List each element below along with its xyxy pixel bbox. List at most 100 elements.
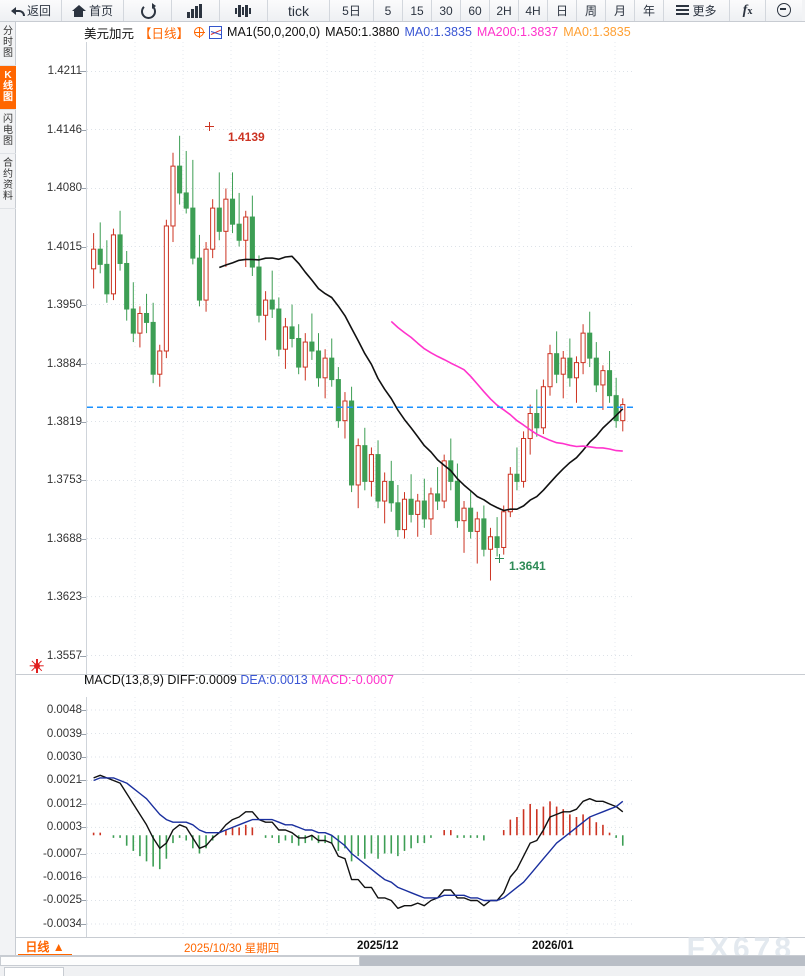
macd-axis-tick-6	[80, 853, 86, 855]
candle	[236, 223, 242, 241]
candle	[282, 326, 288, 350]
macd-axis-tick-5	[80, 827, 86, 829]
candle	[554, 353, 560, 375]
price-plot-area[interactable]	[86, 42, 635, 685]
macd-title: MACD(13,8,9)	[84, 673, 164, 687]
candle	[349, 400, 355, 486]
candle	[487, 536, 494, 550]
low-annotation-value: 1.3641	[509, 559, 546, 573]
tab-month[interactable]: 月	[606, 0, 635, 21]
refresh-button[interactable]	[124, 0, 172, 21]
candle	[435, 493, 441, 502]
bar-chart-button[interactable]	[172, 0, 220, 21]
date-label-current: 2025/10/30 星期四	[184, 943, 280, 955]
candle	[382, 480, 388, 502]
macd-plot-area[interactable]	[86, 697, 635, 937]
zoom-out-button[interactable]	[766, 0, 802, 21]
candle	[335, 379, 341, 422]
function-button[interactable]: fx	[730, 0, 766, 21]
price-axis-tick-label-0: 1.4211	[47, 65, 82, 78]
candle	[183, 192, 189, 209]
candle	[527, 413, 533, 440]
candle	[309, 341, 315, 352]
tab-day[interactable]: 日	[548, 0, 577, 21]
tab-week[interactable]: 周	[577, 0, 606, 21]
price-axis-tick-label-8: 1.3688	[46, 532, 82, 545]
tab-h2[interactable]: 2H	[490, 0, 519, 21]
candle	[124, 262, 130, 310]
top-toolbar: 返回 首页 tick 5日	[0, 0, 805, 22]
candle	[269, 299, 275, 310]
macd-axis-tick-2	[80, 757, 86, 758]
candle	[514, 473, 520, 482]
high-annotation: 1.4139	[228, 130, 265, 144]
back-button-label: 返回	[26, 3, 51, 18]
tab-5day[interactable]: 5日	[330, 0, 374, 21]
candle	[593, 357, 599, 386]
candle	[263, 299, 269, 316]
back-button[interactable]: 返回	[0, 0, 62, 21]
candle	[170, 165, 176, 227]
candle	[600, 370, 606, 386]
candle	[547, 353, 553, 388]
status-corner-box	[4, 967, 64, 976]
macd-axis-tick-label-3: 0.0021	[46, 774, 82, 787]
date-label-1: 2025/12	[357, 940, 399, 952]
candle	[322, 357, 328, 379]
candle	[210, 207, 216, 250]
tab-day-label: 日	[555, 3, 568, 18]
high-annotation-value: 1.4139	[228, 130, 265, 144]
symbol-name: 美元加元	[84, 26, 135, 41]
candle	[401, 498, 408, 531]
tab-m15[interactable]: 15	[403, 0, 432, 21]
candle	[342, 400, 348, 422]
candle	[388, 480, 394, 504]
macd-chart-panel[interactable]: MACD(13,8,9) DIFF:0.0009 DEA:0.0013 MACD…	[16, 659, 805, 937]
candle	[296, 337, 302, 368]
home-button[interactable]: 首页	[62, 0, 124, 21]
candle	[507, 473, 513, 513]
price-chart-panel[interactable]: 1.4211 1.4146 1.4080 1.4015 1.3950 1.3884 1.38…	[16, 42, 805, 685]
symbol-period: 【日线】	[139, 26, 190, 41]
sidebar-item-timeshare[interactable]: 分时图	[0, 22, 16, 66]
crosshair-icon[interactable]	[194, 27, 206, 38]
low-marker-icon	[495, 554, 504, 563]
chart-header: 美元加元 【日线】 MA1(50,0,200,0) MA50:1.3880 MA…	[16, 22, 805, 42]
sidebar-item-contract-info[interactable]: 合约资料	[0, 154, 16, 209]
tab-tick[interactable]: tick	[268, 0, 330, 21]
candle	[362, 445, 368, 482]
candle	[468, 507, 474, 532]
sidebar-item-kline[interactable]: K线图	[0, 66, 16, 110]
price-axis-tick-4	[80, 304, 86, 306]
price-y-axis: 1.4211 1.4146 1.4080 1.4015 1.3950 1.3884 1.38…	[16, 42, 86, 685]
tab-year[interactable]: 年	[635, 0, 664, 21]
ma0-value: MA0:1.3835	[404, 25, 472, 39]
tab-m30[interactable]: 30	[432, 0, 461, 21]
macd-axis-tick-label-5: 0.0003	[46, 821, 82, 834]
horizontal-scrollbar[interactable]	[0, 955, 805, 976]
more-button[interactable]: 更多	[664, 0, 730, 21]
tab-h4[interactable]: 4H	[519, 0, 548, 21]
function-icon: fx	[742, 2, 753, 18]
candle	[157, 350, 163, 375]
candle	[223, 198, 229, 232]
candle	[302, 341, 308, 368]
period-tag[interactable]: 日线 ▲	[18, 939, 72, 956]
ma-indicator-icon[interactable]	[209, 25, 223, 39]
candlestick-button[interactable]	[220, 0, 268, 21]
tab-m5[interactable]: 5	[374, 0, 403, 21]
price-axis-tick-label-9: 1.3623	[46, 590, 82, 603]
candle	[620, 404, 626, 422]
sun-icon[interactable]	[29, 659, 44, 673]
date-axis: 日线 ▲ 2025/10/30 星期四 2025/12 2026/01	[16, 937, 805, 957]
candle	[203, 248, 209, 301]
home-button-label: 首页	[88, 3, 113, 18]
ma-formula-label: MA1(50,0,200,0)	[227, 25, 321, 39]
scrollbar-thumb[interactable]	[0, 956, 360, 966]
candle	[249, 216, 255, 268]
tab-m60[interactable]: 60	[461, 0, 490, 21]
tab-m60-label: 60	[468, 3, 482, 18]
price-axis-tick-label-3: 1.4015	[46, 240, 82, 253]
scrollbar-track[interactable]	[360, 956, 805, 966]
sidebar-item-lightning[interactable]: 闪电图	[0, 110, 16, 154]
